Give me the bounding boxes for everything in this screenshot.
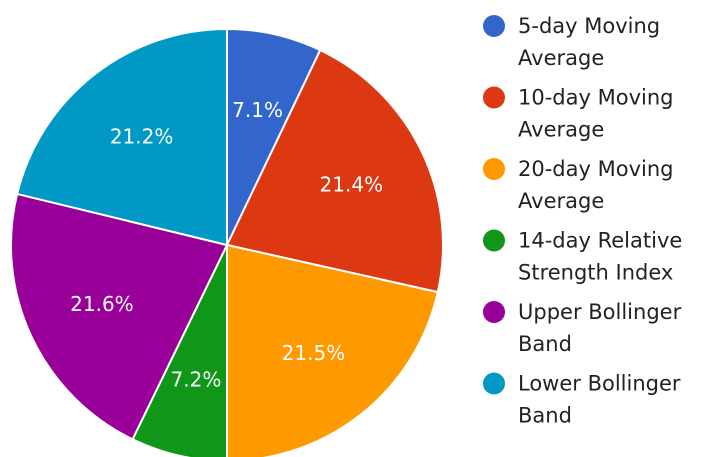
- legend-label: Lower Bollinger Band: [518, 372, 681, 428]
- legend-item[interactable]: Upper Bollinger Band: [483, 300, 682, 356]
- pie-slice[interactable]: [15, 27, 228, 247]
- legend-label: 10-day Moving Average: [518, 86, 673, 142]
- legend-label: 14-day Relative Strength Index: [518, 229, 682, 285]
- legend-swatch: [483, 86, 505, 109]
- slice-value-label: 21.5%: [282, 341, 346, 365]
- pie-slice[interactable]: [226, 243, 439, 457]
- legend-swatch: [483, 372, 505, 395]
- slice-value-label: 21.6%: [70, 292, 134, 316]
- legend-swatch: [483, 301, 505, 323]
- legend-label: 5-day Moving Average: [518, 14, 660, 70]
- pie-slice[interactable]: [10, 192, 229, 441]
- legend-swatch: [483, 158, 505, 180]
- slice-value-label: 21.2%: [110, 124, 174, 148]
- pie-slice-labels: 7.1% 21.4% 21.5% 7.2% 21.6% 21.2%: [70, 98, 383, 392]
- legend-item[interactable]: 14-day Relative Strength Index: [483, 229, 682, 285]
- legend-label: 20-day Moving Average: [518, 157, 673, 213]
- legend-item[interactable]: 20-day Moving Average: [483, 157, 673, 213]
- slice-value-label: 21.4%: [320, 173, 384, 197]
- slice-value-label: 7.2%: [171, 368, 222, 392]
- legend: 5-day Moving Average 10-day Moving Average 2…: [483, 14, 682, 428]
- legend-item[interactable]: Lower Bollinger Band: [483, 372, 681, 428]
- pie-slice[interactable]: [225, 48, 444, 294]
- legend-swatch: [483, 229, 505, 252]
- legend-label: Upper Bollinger Band: [518, 300, 682, 356]
- legend-item[interactable]: 10-day Moving Average: [483, 86, 673, 142]
- slice-value-label: 7.1%: [232, 98, 283, 122]
- legend-swatch: [483, 15, 505, 37]
- legend-item[interactable]: 5-day Moving Average: [483, 14, 660, 70]
- pie-slices: [10, 27, 444, 457]
